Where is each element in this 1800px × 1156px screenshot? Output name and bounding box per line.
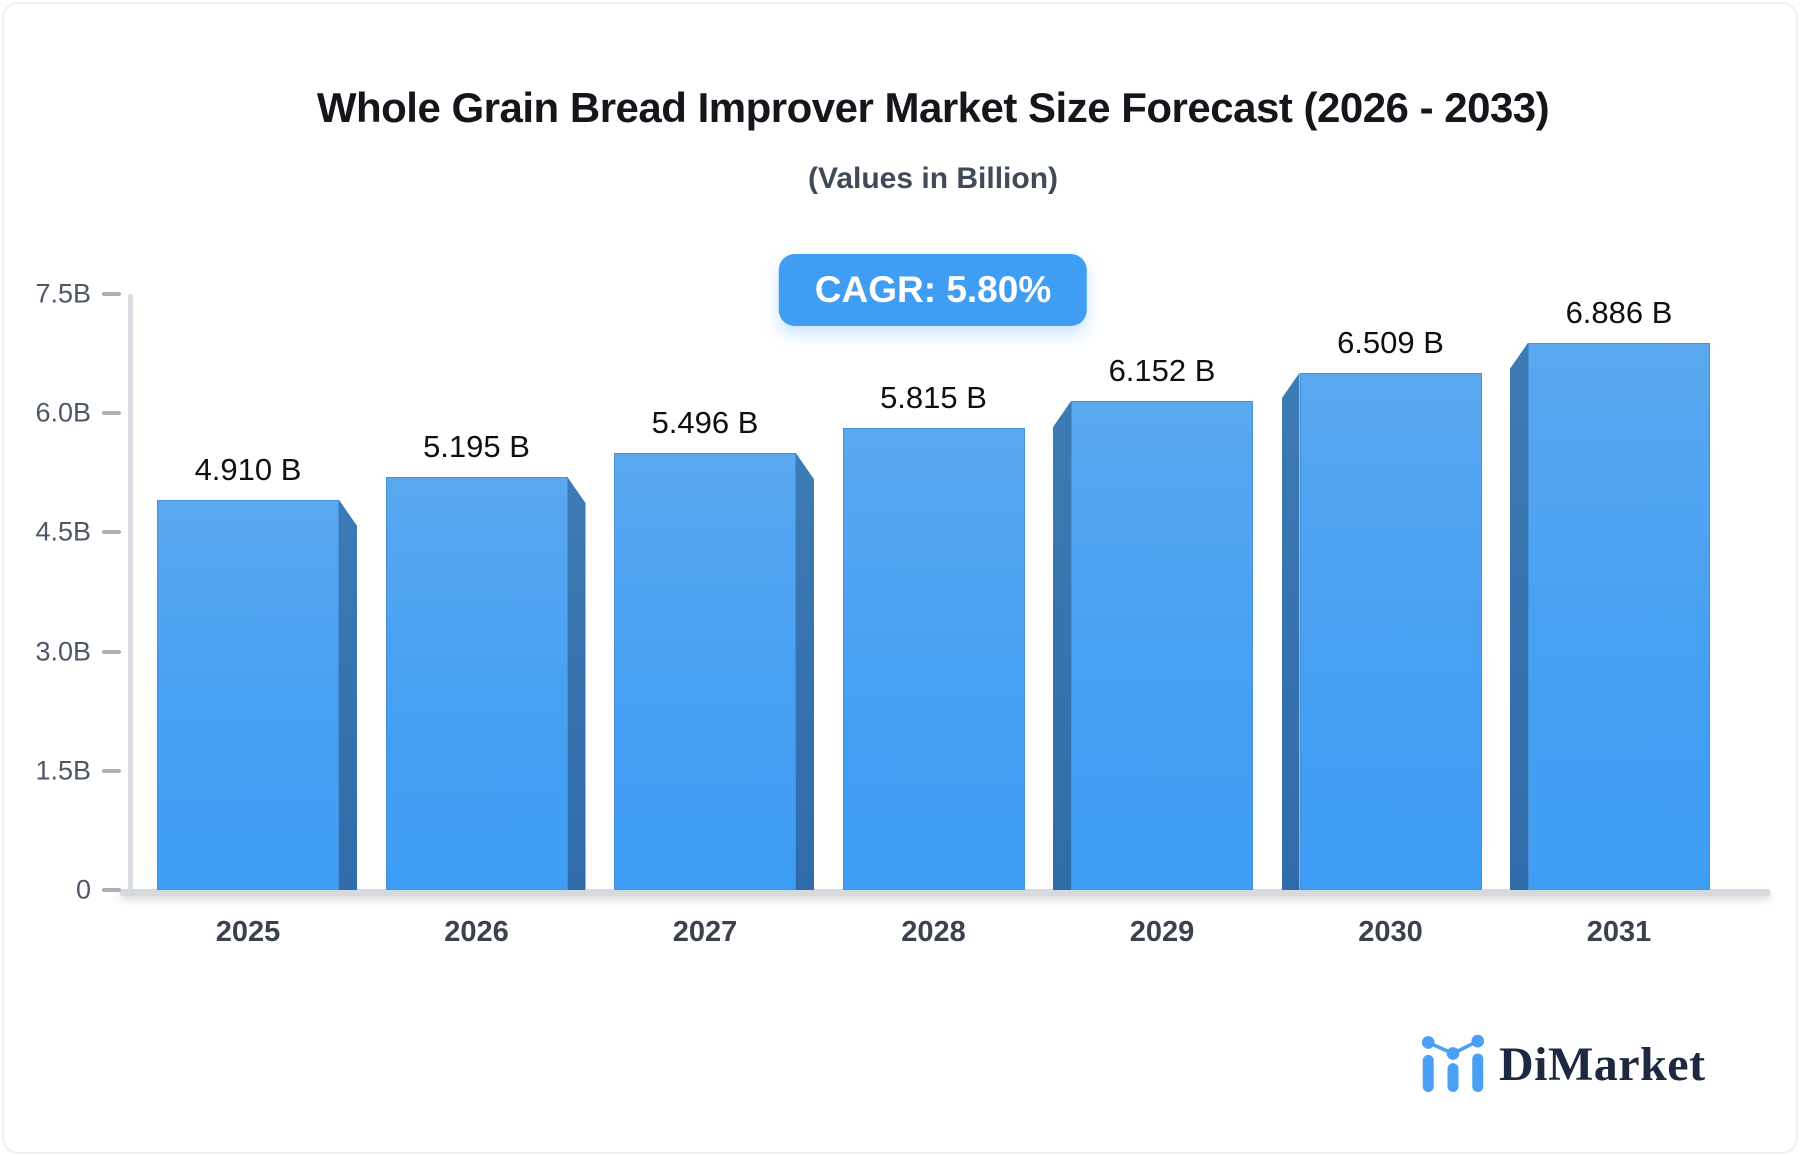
chart-subtitle: (Values in Billion) [807,162,1059,195]
bar-side-shade [796,453,814,890]
bar-face [1071,401,1253,890]
bar-side-shade [339,499,357,890]
y-tick-label: 6.0B [35,397,91,428]
bar-2028[interactable]: 5.815 B [842,380,1025,890]
bar-2027[interactable]: 5.496 B [614,405,814,890]
bar-side-shade [1281,372,1300,890]
x-tick-label-2029: 2029 [1129,916,1195,948]
bar-2031[interactable]: 6.886 B [1510,295,1710,890]
x-tick-label-2030: 2030 [1358,916,1423,948]
bar-side-shade [567,477,586,890]
bar-2030[interactable]: 6.509 B [1281,325,1482,890]
x-tick-label-2026: 2026 [444,916,509,948]
cagr-badge: CAGR: 5.80% [778,254,1088,326]
x-tick-label-2031: 2031 [1586,916,1652,948]
x-tick-label-2028: 2028 [901,916,966,948]
bar-value-label: 5.195 B [423,429,530,465]
bar-value-label: 6.152 B [1108,353,1216,389]
x-tick-label-2027: 2027 [672,916,738,948]
y-tick-label: 4.5B [35,516,91,547]
bar-value-label: 6.886 B [1565,294,1673,330]
y-tick-mark [102,411,121,416]
bar-face [842,427,1025,890]
bar-face [385,477,568,890]
y-tick-mark [102,768,121,773]
bar-face [614,453,796,890]
bar-side-shade [1053,401,1071,890]
chart-title: Whole Grain Bread Improver Market Size F… [316,84,1550,131]
bar-2026[interactable]: 5.195 B [385,429,586,890]
y-tick-mark [102,292,121,296]
y-tick-label: 7.5B [35,278,91,309]
y-axis-line [128,294,133,890]
bar-2025[interactable]: 4.910 B [157,452,357,890]
brand-logo: DiMarket [1420,1034,1706,1095]
bar-value-label: 5.496 B [651,405,759,441]
y-tick-mark [102,649,121,654]
brand-logo-text: DiMarket [1499,1038,1706,1091]
x-tick-label-2025: 2025 [215,916,281,948]
bar-face [1299,372,1482,890]
bar-2029[interactable]: 6.152 B [1053,353,1253,890]
bar-value-label: 6.509 B [1337,324,1444,360]
y-tick-mark [102,530,121,535]
y-tick-label: 0 [75,874,91,905]
bar-face [157,499,339,890]
bar-value-label: 4.910 B [194,451,302,487]
plot-area: 4.910 B 2025 5.195 B 2026 5.496 B 2027 5.815 B… [35,279,1770,948]
y-tick-mark [102,888,121,892]
x-axis-baseline [120,889,1770,896]
y-tick-label: 1.5B [35,755,91,786]
dimarket-logo-icon [1421,1034,1485,1092]
bar-face [1528,342,1710,890]
bar-value-label: 5.815 B [880,379,987,415]
bar-side-shade [1510,342,1528,890]
y-tick-label: 3.0B [35,636,91,667]
